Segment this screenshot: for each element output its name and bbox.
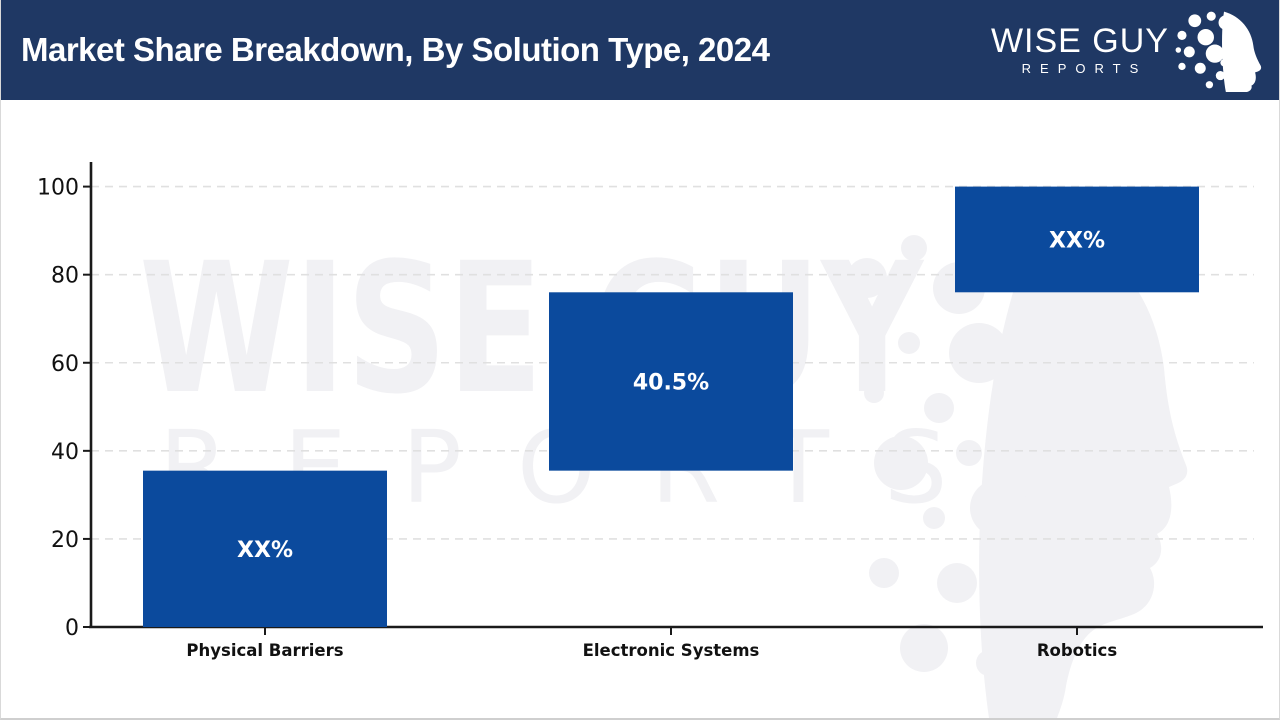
bar-chart-canvas: 0 20 40 60 80 100 XX% Physical Barriers 40.5% Ele… (37, 162, 1263, 660)
wiseguy-logo: WISE GUY REPORTS (991, 6, 1267, 94)
x-category-label: Physical Barriers (186, 641, 343, 660)
y-tick-label: 80 (51, 264, 79, 289)
header: Market Share Breakdown, By Solution Type… (1, 0, 1279, 100)
y-tick-label: 60 (51, 352, 79, 377)
bar-value-label: 40.5% (633, 370, 709, 395)
bar (143, 470, 387, 627)
page-title: Market Share Breakdown, By Solution Type… (21, 31, 770, 68)
x-category-label: Electronic Systems (583, 641, 760, 660)
y-tick-label: 20 (51, 528, 79, 553)
chart-area: WISE GUY REPORTS 020406080100XX%Physical… (1, 100, 1279, 718)
logo-text: WISE GUY REPORTS (990, 22, 1169, 76)
y-tick-label: 0 (65, 616, 79, 641)
y-tick-label: 100 (37, 176, 79, 201)
logo-secondary-text: REPORTS (1021, 60, 1148, 76)
bar (955, 186, 1199, 293)
y-tick-label: 40 (51, 440, 79, 465)
bar (549, 292, 793, 471)
x-category-label: Robotics (1037, 641, 1118, 660)
bar-value-label: XX% (237, 538, 293, 563)
bar-value-label: XX% (1049, 228, 1105, 253)
logo-face-icon (1175, 11, 1262, 93)
logo-primary-text: WISE GUY (990, 22, 1169, 61)
